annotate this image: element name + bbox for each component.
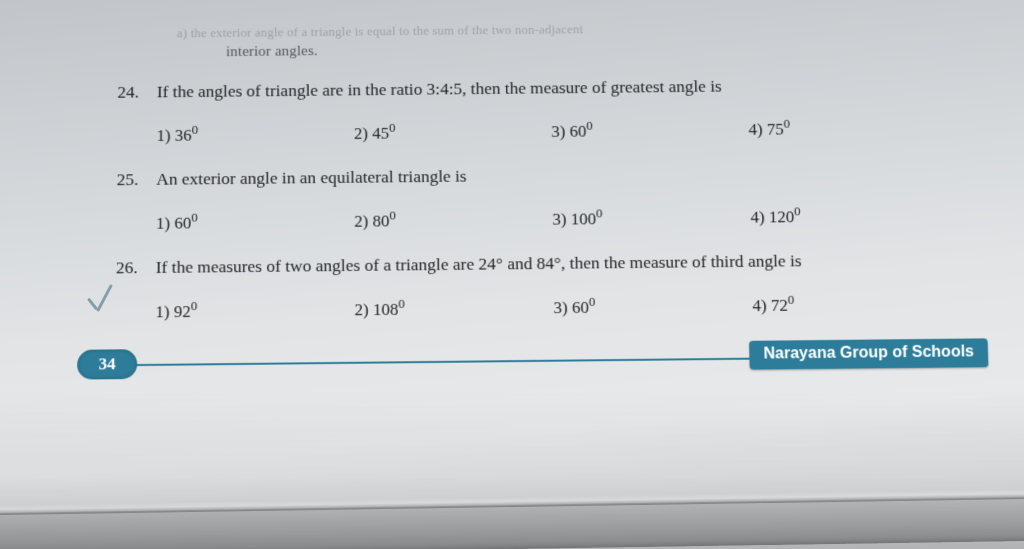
options-row: 1) 920 2) 1080 3) 600 4) 720 [115,289,951,326]
trail-text: interior angles. [226,37,944,61]
question-24: 24. If the angles of triangle are in the… [117,71,946,149]
question-26: 26. If the measures of two angles of a t… [115,246,951,326]
option-4: 4) 1200 [750,200,949,230]
option-4: 4) 720 [752,289,952,320]
question-25: 25. An exterior angle in an equilateral … [116,158,949,237]
option-1: 1) 600 [156,206,354,236]
option-4: 4) 750 [748,113,946,143]
options-row: 1) 600 2) 800 3) 1000 4) 1200 [116,200,949,237]
option-2: 2) 800 [354,204,552,234]
question-number: 26. [116,255,156,282]
option-2: 2) 1080 [354,293,553,324]
question-number: 24. [117,79,157,106]
option-1: 1) 920 [155,295,354,326]
question-text: If the angles of triangle are in the rat… [157,71,945,105]
question-number: 25. [117,166,157,193]
question-text: If the measures of two angles of a trian… [156,246,951,281]
option-1: 1) 360 [157,119,355,149]
textbook-page: a) the exterior angle of a triangle is e… [0,4,1024,549]
option-2: 2) 450 [354,117,552,147]
option-3: 3) 1000 [552,202,751,232]
footer-band: 34 Narayana Group of Schools [115,343,954,381]
options-row: 1) 360 2) 450 3) 600 4) 750 [117,113,946,150]
option-3: 3) 600 [553,291,752,322]
option-3: 3) 600 [551,115,749,145]
brand-badge: Narayana Group of Schools [749,339,988,370]
page-number-badge: 34 [77,350,137,380]
question-text: An exterior angle in an equilateral tria… [156,158,947,193]
